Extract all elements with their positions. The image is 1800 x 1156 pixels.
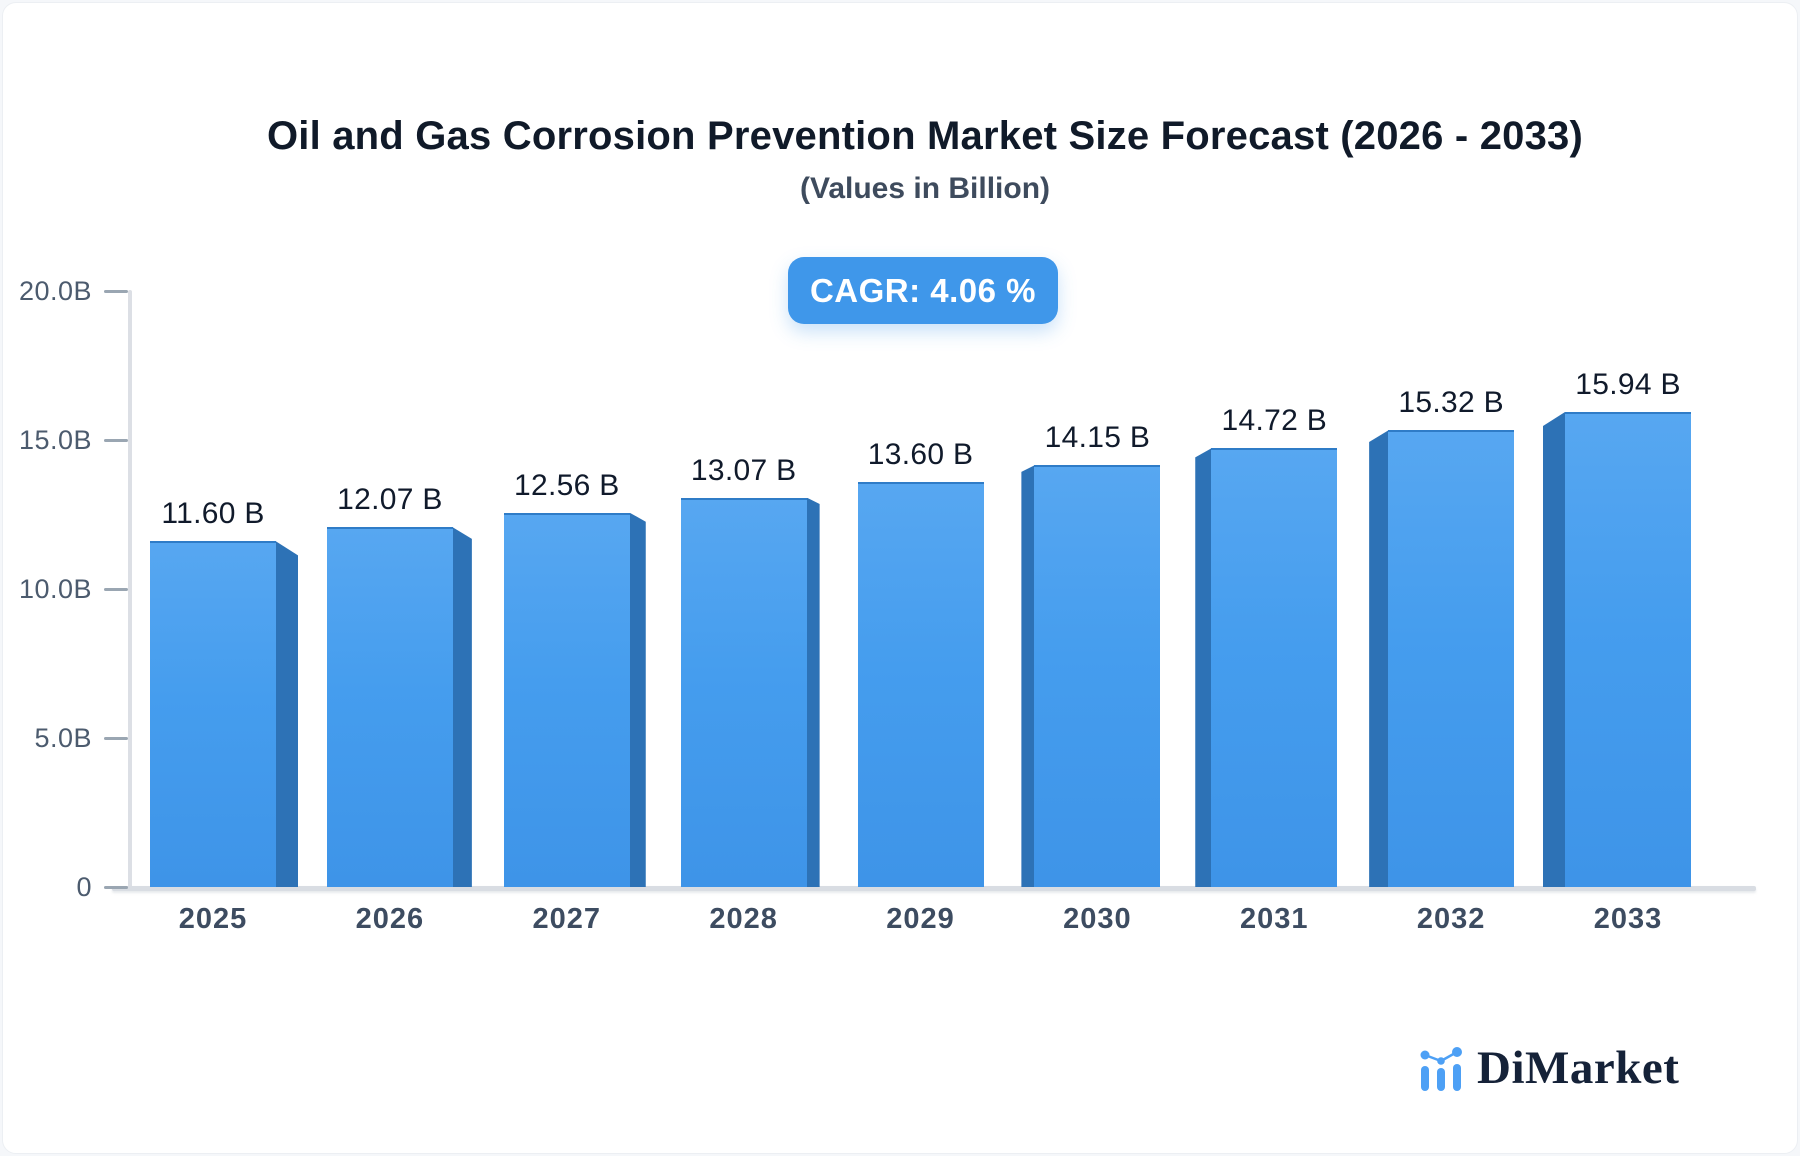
y-tick-label: 0 <box>76 872 92 902</box>
x-axis-label-2032: 2032 <box>1416 903 1486 935</box>
bar-2027[interactable] <box>503 512 630 887</box>
bar-chart-trend-icon <box>1420 1046 1462 1091</box>
x-axis-label-2027: 2027 <box>532 903 602 935</box>
bar-value-label: 15.94 B <box>1575 367 1681 401</box>
page-subtitle: (Values in Billion) <box>799 172 1051 205</box>
dimarket-logo: DiMarket <box>1418 1038 1679 1098</box>
bar-value-label: 14.72 B <box>1221 404 1328 438</box>
bar-side-3d <box>629 512 646 887</box>
x-axis-label-2031: 2031 <box>1239 903 1309 935</box>
x-axis-label-2030: 2030 <box>1063 903 1132 935</box>
y-tick-label: 10.0B <box>18 574 92 604</box>
bar-side-3d <box>1369 430 1389 887</box>
y-tick-label: 5.0B <box>34 723 92 753</box>
x-axis-label-2028: 2028 <box>709 903 778 935</box>
bar-2032[interactable] <box>1388 430 1515 887</box>
bar-value-label: 15.32 B <box>1398 386 1504 420</box>
bar-value-label: 13.60 B <box>867 437 974 471</box>
bar-2026[interactable] <box>326 527 453 887</box>
y-tick-label: 20.0B <box>18 276 92 306</box>
bar-value-label: 13.07 B <box>690 453 797 487</box>
bar-side-3d <box>276 541 298 887</box>
bar-2030[interactable] <box>1034 465 1161 887</box>
bar-2033[interactable] <box>1565 411 1691 887</box>
bar-side-3d <box>1543 411 1565 887</box>
x-axis-label-2029: 2029 <box>886 903 955 935</box>
page-title: Oil and Gas Corrosion Prevention Market … <box>266 114 1584 158</box>
x-axis-label-2033: 2033 <box>1593 903 1663 935</box>
y-tick-dash <box>104 438 128 442</box>
bar-2031[interactable] <box>1211 448 1338 887</box>
cagr-badge: CAGR: 4.06 % <box>788 257 1058 324</box>
y-tick-label: 15.0B <box>18 425 92 455</box>
bar-side-3d <box>452 527 472 887</box>
x-axis-label-2025: 2025 <box>178 903 248 935</box>
y-tick-dash <box>104 289 128 293</box>
bar-value-label: 12.07 B <box>337 483 443 517</box>
bar-value-label: 11.60 B <box>161 497 265 531</box>
x-axis-line <box>112 886 1756 891</box>
bar-2028[interactable] <box>680 497 807 887</box>
bar-value-label: 14.15 B <box>1044 421 1151 455</box>
bar-side-3d <box>1021 465 1035 887</box>
bar-side-3d <box>806 497 820 887</box>
logo-text: DiMarket <box>1477 1042 1680 1094</box>
y-tick-dash <box>104 885 128 889</box>
bar-2029[interactable] <box>857 481 984 887</box>
y-tick-dash <box>104 587 128 591</box>
bar-value-label: 12.56 B <box>513 468 620 502</box>
bar-side-3d <box>1195 448 1212 887</box>
bar-2025[interactable] <box>150 541 276 887</box>
x-axis-label-2026: 2026 <box>355 903 425 935</box>
y-axis-line <box>128 290 132 891</box>
y-tick-dash <box>104 736 128 740</box>
